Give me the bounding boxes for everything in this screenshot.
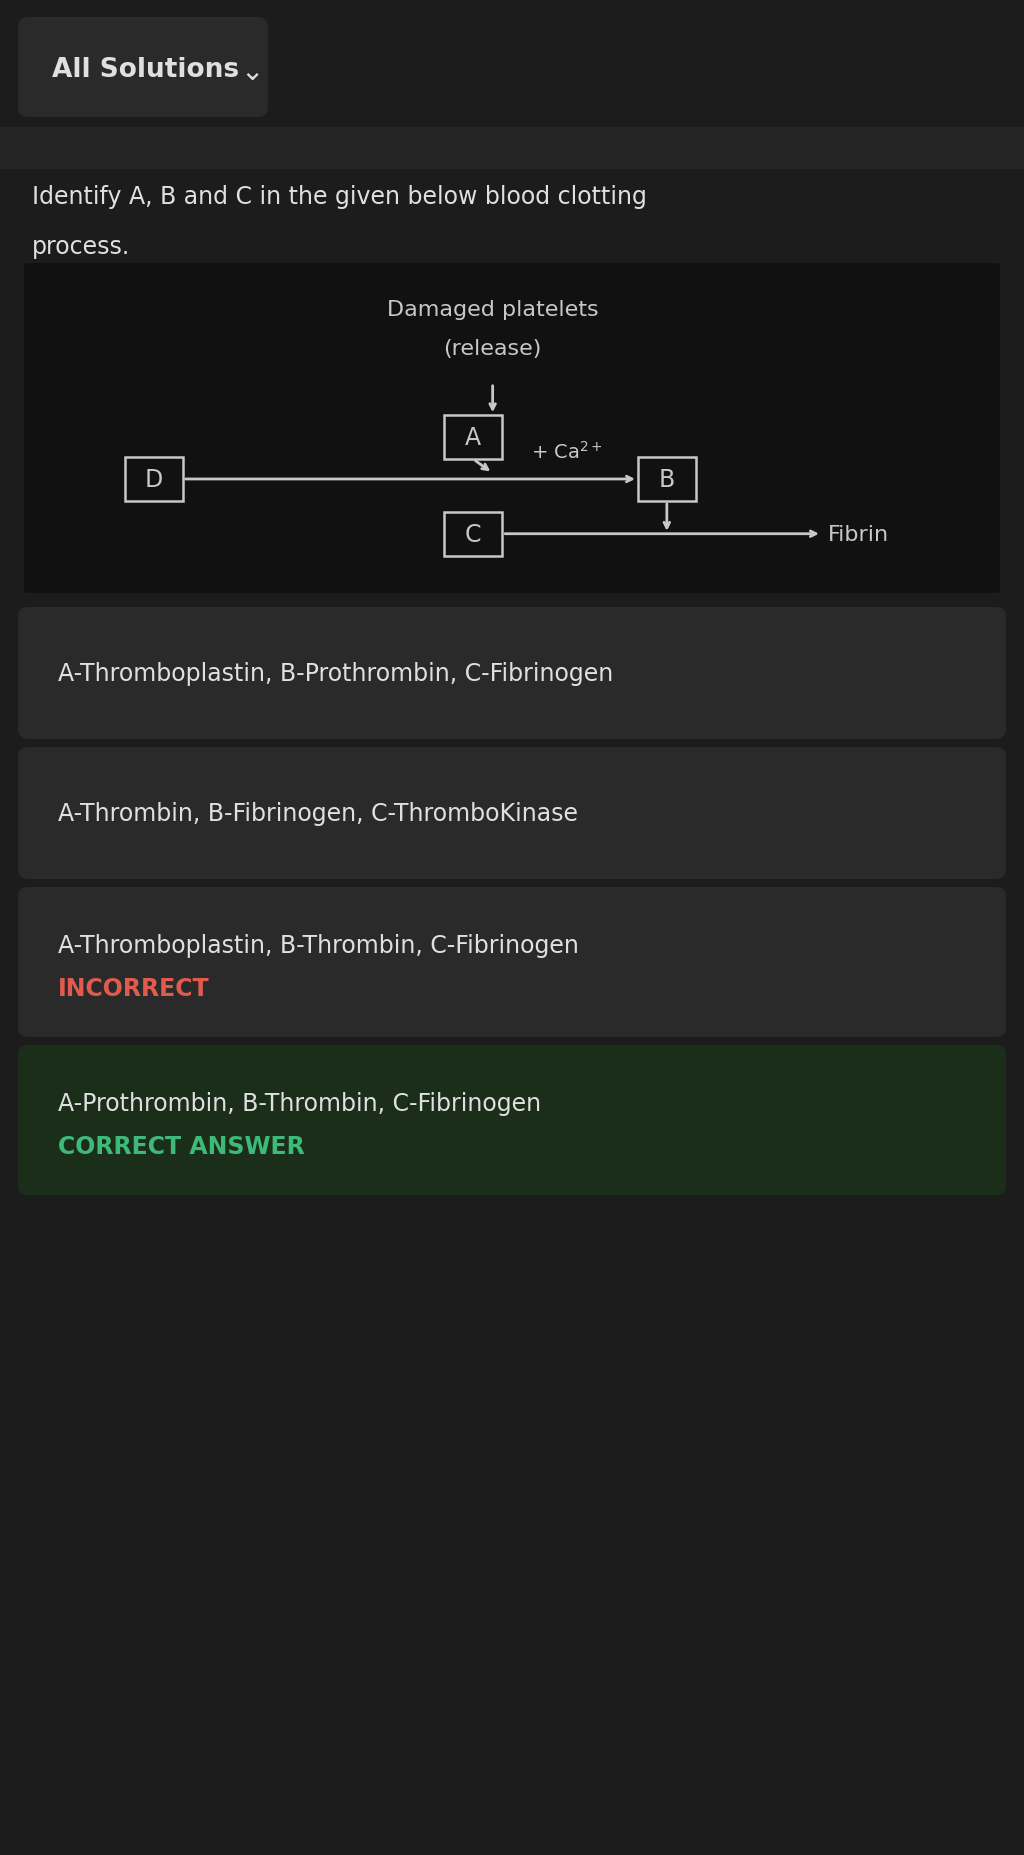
Text: Damaged platelets: Damaged platelets [387,301,598,321]
Text: All Solutions: All Solutions [52,58,240,83]
FancyBboxPatch shape [0,128,1024,171]
FancyBboxPatch shape [125,458,183,501]
Text: process.: process. [32,236,130,260]
FancyBboxPatch shape [18,1046,1006,1195]
Text: Identify A, B and C in the given below blood clotting: Identify A, B and C in the given below b… [32,186,647,210]
Text: ⌄: ⌄ [240,58,263,85]
FancyBboxPatch shape [18,19,268,119]
Text: A-Thrombin, B-Fibrinogen, C-ThromboKinase: A-Thrombin, B-Fibrinogen, C-ThromboKinas… [58,801,578,825]
FancyBboxPatch shape [24,263,1000,594]
Text: (release): (release) [443,339,542,358]
Text: A-Thromboplastin, B-Prothrombin, C-Fibrinogen: A-Thromboplastin, B-Prothrombin, C-Fibri… [58,662,613,686]
FancyBboxPatch shape [18,748,1006,879]
Text: C: C [465,523,481,547]
Text: INCORRECT: INCORRECT [58,976,210,1000]
Text: A-Thromboplastin, B-Thrombin, C-Fibrinogen: A-Thromboplastin, B-Thrombin, C-Fibrinog… [58,933,579,957]
Text: D: D [144,467,163,492]
FancyBboxPatch shape [18,608,1006,740]
Text: CORRECT ANSWER: CORRECT ANSWER [58,1135,305,1158]
FancyBboxPatch shape [18,887,1006,1037]
Text: + Ca$^{2+}$: + Ca$^{2+}$ [531,440,603,462]
FancyBboxPatch shape [444,512,502,556]
FancyBboxPatch shape [638,458,696,501]
FancyBboxPatch shape [444,416,502,460]
Text: B: B [658,467,675,492]
Text: Fibrin: Fibrin [827,525,889,544]
Text: A-Prothrombin, B-Thrombin, C-Fibrinogen: A-Prothrombin, B-Thrombin, C-Fibrinogen [58,1091,541,1115]
Text: A: A [465,427,481,451]
